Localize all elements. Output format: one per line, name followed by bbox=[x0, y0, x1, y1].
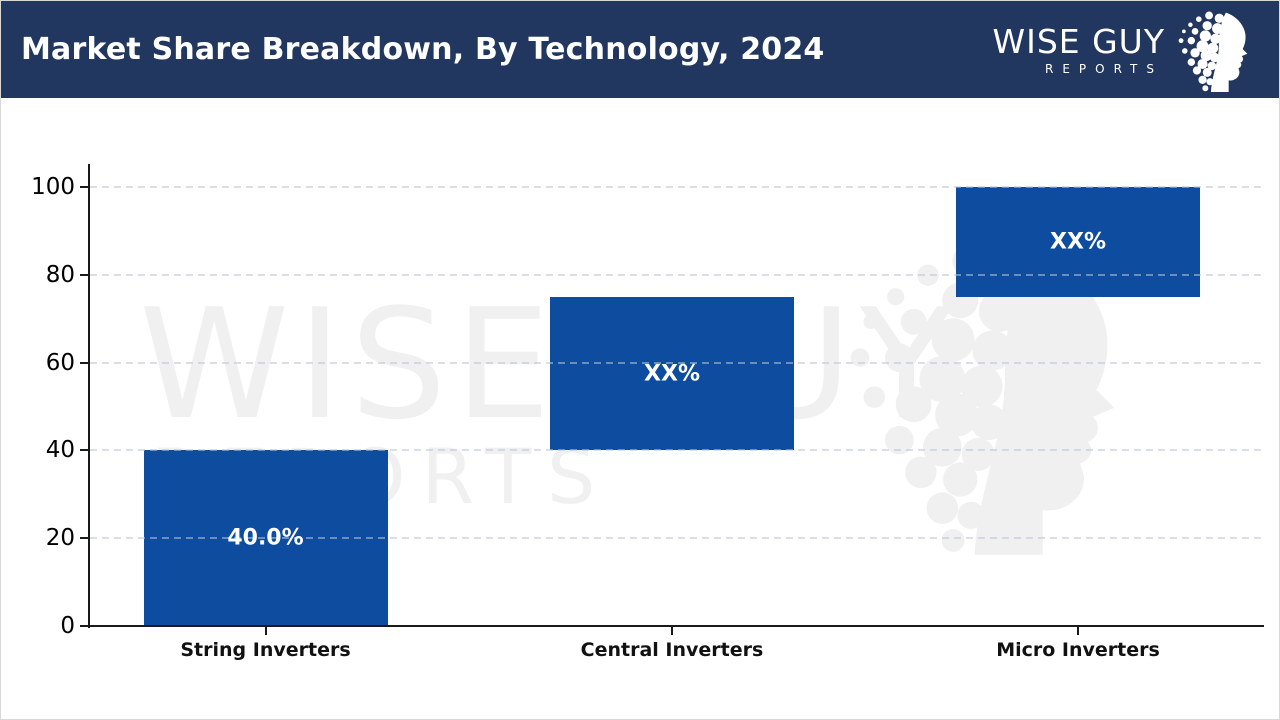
page-title: Market Share Breakdown, By Technology, 2… bbox=[21, 32, 825, 67]
y-tick-label-40: 40 bbox=[45, 437, 75, 464]
gridline-40 bbox=[90, 449, 1263, 452]
logo-wordmark: WISE GUY REPORTS bbox=[992, 21, 1165, 76]
y-axis-line bbox=[88, 164, 90, 628]
bar-1 bbox=[550, 296, 794, 451]
y-tick-label-100: 100 bbox=[31, 174, 75, 200]
watermark-wordmark: WISE GUY bbox=[139, 276, 953, 453]
x-axis-line bbox=[88, 625, 1264, 627]
y-tick-mark-20 bbox=[80, 537, 88, 540]
gridline-100 bbox=[90, 186, 1263, 188]
x-tick-mark-2 bbox=[1077, 627, 1079, 635]
bar-value-label-2: XX% bbox=[1050, 229, 1106, 255]
wiseguy-logo: WISE GUY REPORTS bbox=[992, 8, 1269, 92]
gridline-60 bbox=[90, 361, 1263, 364]
y-tick-mark-0 bbox=[80, 625, 88, 627]
y-tick-label-60: 60 bbox=[45, 349, 75, 376]
bar-value-label-1: XX% bbox=[644, 361, 700, 387]
bar-2 bbox=[956, 187, 1200, 297]
logo-wordmark-main: WISE GUY bbox=[992, 21, 1165, 61]
bar-value-label-0: 40.0% bbox=[227, 525, 304, 551]
y-tick-mark-80 bbox=[80, 273, 88, 276]
y-tick-label-80: 80 bbox=[45, 261, 75, 288]
x-tick-label-0: String Inverters bbox=[180, 639, 351, 661]
x-tick-label-1: Central Inverters bbox=[580, 639, 764, 661]
gridline-80 bbox=[90, 273, 1263, 276]
y-tick-mark-60 bbox=[80, 361, 88, 364]
logo-face-icon bbox=[1178, 11, 1248, 92]
logo-wordmark-sub: REPORTS bbox=[1044, 61, 1163, 76]
y-tick-label-0: 0 bbox=[60, 613, 75, 639]
gridline-20 bbox=[90, 537, 1263, 540]
y-tick-mark-100 bbox=[80, 186, 88, 188]
x-tick-mark-1 bbox=[671, 627, 673, 635]
y-tick-mark-40 bbox=[80, 449, 88, 452]
watermark-face-icon bbox=[850, 245, 1115, 555]
x-tick-label-2: Micro Inverters bbox=[996, 639, 1160, 661]
y-tick-label-20: 20 bbox=[45, 525, 75, 552]
x-tick-mark-0 bbox=[264, 627, 267, 635]
header-bar: Market Share Breakdown, By Technology, 2… bbox=[1, 1, 1279, 98]
